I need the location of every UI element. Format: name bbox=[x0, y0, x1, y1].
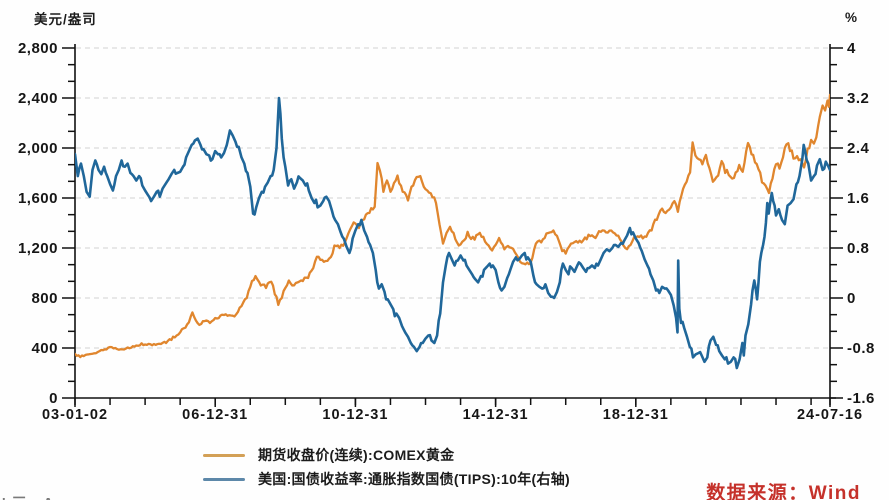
data-source-note: 数据来源：Wind bbox=[706, 483, 861, 500]
svg-text:2,800: 2,800 bbox=[18, 40, 58, 57]
svg-text:1,200: 1,200 bbox=[18, 240, 58, 257]
series-lines bbox=[75, 93, 830, 370]
svg-text:800: 800 bbox=[31, 290, 58, 307]
right-axis-title: % bbox=[845, 10, 859, 25]
svg-text:4: 4 bbox=[847, 40, 856, 57]
svg-text:1,600: 1,600 bbox=[18, 190, 58, 207]
svg-text:2,000: 2,000 bbox=[18, 140, 58, 157]
svg-text:06-12-31: 06-12-31 bbox=[182, 407, 248, 423]
left-axis-title: 美元/盎司 bbox=[34, 12, 97, 27]
svg-text:18-12-31: 18-12-31 bbox=[603, 407, 669, 423]
svg-text:0: 0 bbox=[847, 290, 856, 307]
svg-text:14-12-31: 14-12-31 bbox=[463, 407, 529, 423]
legend-label-gold: 期货收盘价(连续):COMEX黄金 bbox=[258, 447, 455, 463]
svg-text:3.2: 3.2 bbox=[847, 90, 869, 107]
svg-text:2,400: 2,400 bbox=[18, 90, 58, 107]
svg-text:400: 400 bbox=[31, 340, 58, 357]
tips-line-swatch bbox=[203, 477, 245, 481]
svg-text:2.4: 2.4 bbox=[847, 140, 870, 157]
svg-text:0.8: 0.8 bbox=[847, 240, 869, 257]
svg-text:10-12-31: 10-12-31 bbox=[322, 407, 388, 423]
cropped-caption-fragment: '三 A bbox=[2, 492, 142, 500]
svg-text:1.6: 1.6 bbox=[847, 190, 869, 207]
y-gridlines bbox=[76, 47, 829, 349]
axes bbox=[74, 44, 836, 399]
svg-text:03-01-02: 03-01-02 bbox=[42, 407, 108, 423]
svg-text:24-07-16: 24-07-16 bbox=[797, 407, 863, 423]
legend-label-tips: 美国:国债收益率:通胀指数国债(TIPS):10年(右轴) bbox=[258, 471, 571, 487]
legend-item-gold: 期货收盘价(连续):COMEX黄金 bbox=[203, 443, 570, 467]
svg-text:-1.6: -1.6 bbox=[847, 390, 875, 407]
svg-text:-0.8: -0.8 bbox=[847, 340, 875, 357]
gold-price-line bbox=[75, 93, 830, 359]
axis-tick-labels: 2,800 4 2,400 3.2 2,000 2.4 1,600 1.6 1,200 0.8 80… bbox=[18, 40, 875, 423]
tips-yield-line bbox=[75, 96, 830, 370]
legend-item-tips: 美国:国债收益率:通胀指数国债(TIPS):10年(右轴) bbox=[203, 467, 570, 491]
axis-ticks bbox=[62, 47, 843, 407]
legend: 期货收盘价(连续):COMEX黄金 美国:国债收益率:通胀指数国债(TIPS):… bbox=[203, 443, 570, 491]
gold-line-swatch bbox=[203, 453, 245, 457]
svg-text:0: 0 bbox=[49, 390, 58, 407]
